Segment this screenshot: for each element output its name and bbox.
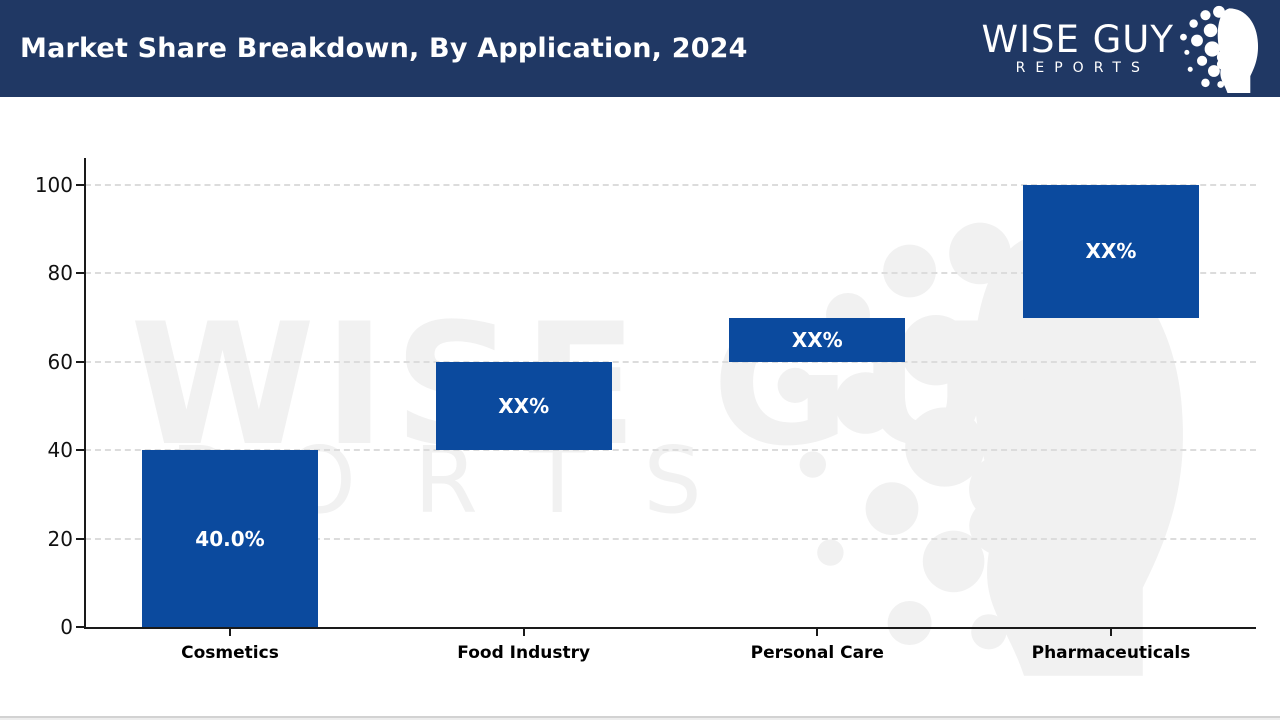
y-axis-tick-label: 60: [47, 349, 73, 374]
bar-value-label: XX%: [1085, 239, 1137, 264]
y-axis-tick: [76, 272, 84, 275]
y-gridline: [85, 449, 1256, 452]
y-axis-tick-label: 0: [60, 615, 73, 639]
x-axis-tick: [522, 628, 525, 636]
y-gridline: [85, 184, 1256, 186]
bar-segment-food-industry: XX%: [435, 361, 612, 451]
y-axis-tick-label: 80: [47, 261, 73, 286]
x-axis-category-label: Food Industry: [457, 643, 591, 663]
y-axis-tick: [76, 537, 84, 540]
x-axis-category-label: Personal Care: [750, 643, 884, 663]
y-axis-tick: [76, 449, 84, 452]
y-axis-tick: [76, 360, 84, 363]
x-axis-tick: [816, 628, 819, 636]
bottom-border: [0, 716, 1280, 720]
chart-canvas: WISE GU PORTS 02040608010040.0%Cosmetics…: [0, 97, 1280, 717]
y-axis-tick: [76, 626, 84, 628]
x-axis-line: [84, 627, 1256, 629]
logo-title-text: WISE GUY: [981, 18, 1174, 62]
page-title: Market Share Breakdown, By Application, …: [20, 33, 748, 64]
x-axis-category-label: Cosmetics: [181, 643, 279, 663]
logo-subtitle-text: REPORTS: [1015, 59, 1150, 76]
bar-segment-pharmaceuticals: XX%: [1023, 185, 1199, 318]
bar-segment-cosmetics: 40.0%: [142, 450, 318, 627]
bar-value-label: XX%: [791, 327, 843, 352]
x-axis-tick: [229, 628, 231, 636]
bar-segment-personal-care: XX%: [729, 317, 906, 362]
y-axis-tick: [76, 184, 84, 186]
y-axis-tick-label: 20: [47, 526, 73, 551]
header-bar: Market Share Breakdown, By Application, …: [0, 0, 1280, 97]
y-axis-line: [84, 158, 86, 629]
wise-guy-logo: WISE GUY REPORTS: [982, 5, 1262, 93]
bar-value-label: 40.0%: [195, 526, 265, 551]
y-gridline: [85, 537, 1256, 540]
logo-wordmark: WISE GUY REPORTS: [981, 18, 1174, 76]
logo-face-icon: [1180, 5, 1259, 93]
watermark-face-icon: [777, 222, 1183, 676]
y-gridline: [85, 360, 1256, 363]
y-gridline: [85, 272, 1256, 275]
x-axis-tick: [1110, 628, 1112, 636]
y-axis-tick-label: 40: [47, 438, 73, 463]
bar-value-label: XX%: [498, 393, 550, 418]
x-axis-category-label: Pharmaceuticals: [1031, 643, 1191, 663]
y-axis-tick-label: 100: [34, 173, 73, 197]
